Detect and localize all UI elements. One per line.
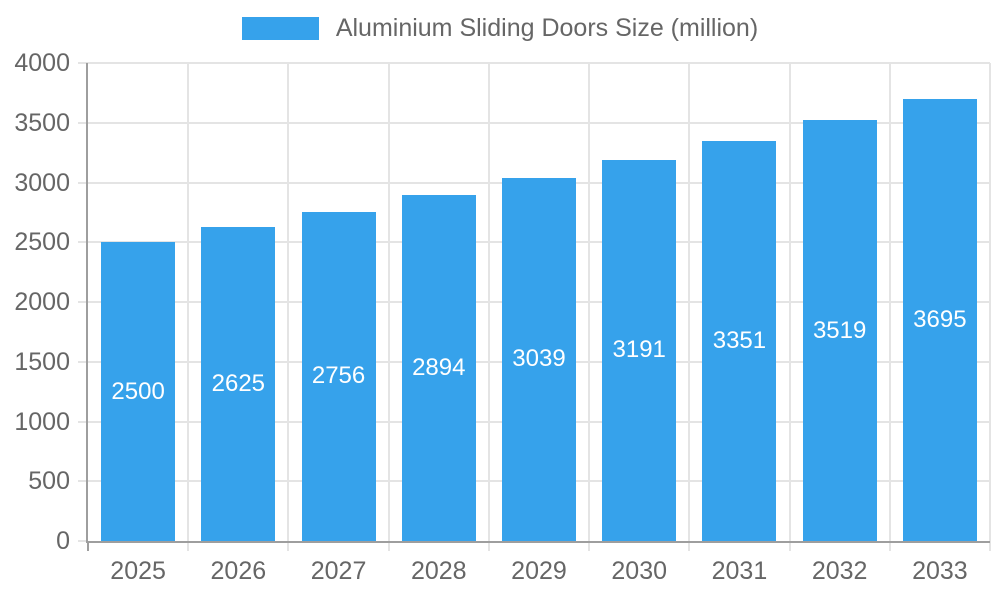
gridline-horizontal bbox=[88, 121, 990, 124]
x-axis-tick-label: 2033 bbox=[912, 557, 968, 585]
x-axis-tick-label: 2029 bbox=[511, 557, 567, 585]
y-axis-tick-label: 1000 bbox=[14, 407, 70, 436]
legend-swatch-icon bbox=[241, 17, 319, 40]
y-axis-tick-label: 500 bbox=[28, 467, 70, 496]
bar[interactable] bbox=[802, 120, 877, 541]
y-axis-tick bbox=[78, 121, 88, 124]
y-axis-tick-label: 4000 bbox=[14, 49, 70, 77]
x-axis-tick bbox=[788, 541, 791, 551]
x-axis-tick bbox=[588, 541, 591, 551]
y-axis-tick bbox=[78, 540, 88, 542]
x-axis-tick-label: 2027 bbox=[310, 557, 367, 585]
y-axis-tick bbox=[78, 62, 88, 64]
x-axis-tick bbox=[487, 541, 490, 551]
x-axis-tick bbox=[187, 541, 190, 551]
bar[interactable] bbox=[101, 242, 176, 541]
bar[interactable] bbox=[602, 159, 677, 541]
gridline-vertical bbox=[387, 63, 390, 541]
x-axis-tick bbox=[87, 541, 89, 551]
x-axis-tick-label: 2028 bbox=[410, 557, 467, 585]
bar[interactable] bbox=[502, 177, 576, 541]
x-axis-tick bbox=[387, 541, 390, 551]
x-axis-tick-label: 2026 bbox=[210, 557, 267, 585]
y-axis-tick bbox=[78, 360, 88, 363]
bar[interactable] bbox=[401, 195, 476, 541]
y-axis-tick bbox=[78, 420, 88, 423]
y-axis-tick bbox=[78, 241, 88, 244]
x-axis-tick bbox=[989, 541, 991, 551]
x-axis-tick bbox=[888, 541, 891, 551]
x-axis-tick bbox=[287, 541, 290, 551]
gridline-vertical bbox=[688, 63, 691, 541]
bar[interactable] bbox=[702, 140, 777, 541]
bar[interactable] bbox=[301, 211, 376, 541]
gridline-horizontal bbox=[88, 62, 990, 64]
legend[interactable]: Aluminium Sliding Doors Size (million) bbox=[0, 14, 1000, 43]
y-axis-tick-label: 3500 bbox=[14, 108, 70, 137]
x-axis-tick-label: 2032 bbox=[811, 557, 868, 585]
gridline-vertical bbox=[888, 63, 891, 541]
bar[interactable] bbox=[902, 99, 977, 541]
x-axis-tick-label: 2025 bbox=[110, 557, 166, 585]
y-axis-line bbox=[86, 63, 88, 541]
bar[interactable] bbox=[201, 227, 276, 541]
y-axis-tick bbox=[78, 181, 88, 184]
y-axis-tick-label: 2000 bbox=[14, 288, 70, 316]
y-axis-tick-label: 0 bbox=[56, 527, 70, 555]
x-axis-tick bbox=[688, 541, 691, 551]
gridline-vertical bbox=[487, 63, 490, 541]
gridline-vertical bbox=[588, 63, 591, 541]
x-axis-tick-label: 2031 bbox=[711, 557, 768, 585]
x-axis-line bbox=[86, 541, 990, 543]
x-axis-tick-label: 2030 bbox=[611, 557, 668, 585]
y-axis-tick-label: 1500 bbox=[14, 347, 70, 376]
y-axis-tick bbox=[78, 480, 88, 483]
legend-label: Aluminium Sliding Doors Size (million) bbox=[335, 14, 759, 42]
y-axis-tick-label: 2500 bbox=[14, 228, 70, 257]
gridline-vertical bbox=[187, 63, 190, 541]
gridline-vertical bbox=[788, 63, 791, 541]
gridline-vertical bbox=[989, 63, 991, 541]
y-axis-tick bbox=[78, 301, 88, 303]
gridline-vertical bbox=[287, 63, 290, 541]
y-axis-tick-label: 3000 bbox=[14, 168, 70, 197]
